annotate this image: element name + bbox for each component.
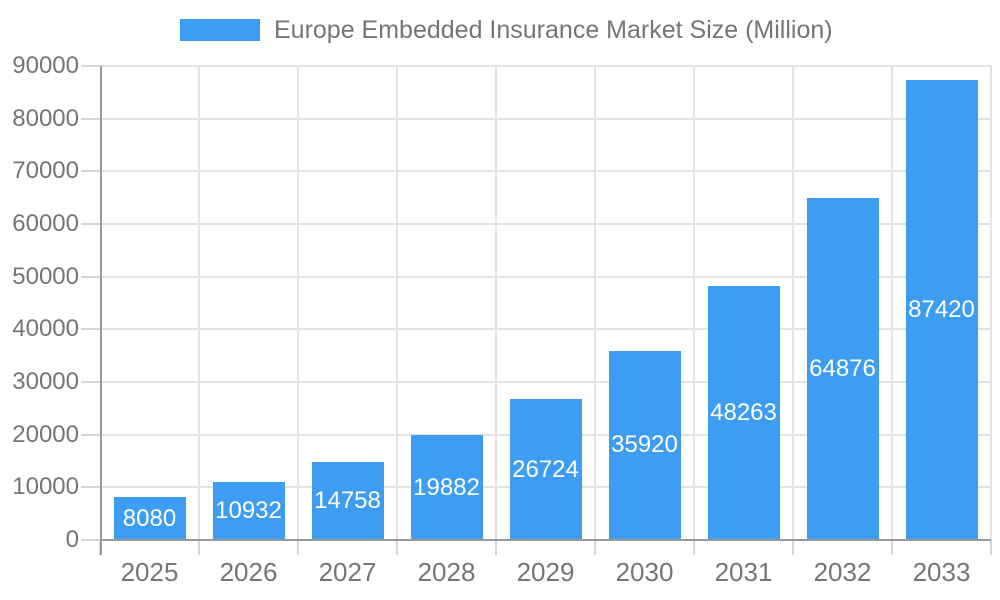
bar-value-label: 8080 <box>122 504 177 532</box>
y-tick <box>81 381 100 383</box>
x-tick <box>297 540 299 555</box>
gridline-v <box>297 66 299 540</box>
y-axis-tick-label: 30000 <box>12 368 79 395</box>
x-tick <box>990 540 992 555</box>
y-axis-tick-label: 0 <box>65 526 79 553</box>
y-tick <box>81 223 100 225</box>
gridline-h <box>100 170 991 173</box>
y-axis-tick-label: 60000 <box>12 210 79 237</box>
y-axis-tick-label: 90000 <box>12 52 79 79</box>
y-axis-tick-label: 80000 <box>12 104 79 132</box>
bar[interactable]: 87420 <box>905 79 978 540</box>
x-tick <box>594 540 596 555</box>
bar-value-label: 19882 <box>413 473 480 501</box>
y-tick <box>81 170 100 173</box>
bar[interactable]: 35920 <box>608 350 681 540</box>
gridline-h <box>100 223 991 225</box>
bar-value-label: 64876 <box>809 355 876 383</box>
y-tick <box>81 539 100 541</box>
x-tick <box>396 540 398 555</box>
y-axis-tick-label: 50000 <box>12 262 79 290</box>
y-tick <box>81 117 100 120</box>
bar[interactable]: 8080 <box>113 497 186 540</box>
bar[interactable]: 64876 <box>806 198 879 540</box>
x-axis-tick-label: 2026 <box>219 557 278 587</box>
y-tick <box>81 65 100 67</box>
bar-value-label: 48263 <box>710 398 777 426</box>
bar[interactable]: 14758 <box>311 462 384 540</box>
y-tick <box>81 486 100 489</box>
x-tick <box>495 540 497 555</box>
x-tick <box>891 540 893 555</box>
gridline-h <box>100 117 991 120</box>
gridline-v <box>990 66 992 540</box>
gridline-v <box>792 66 794 540</box>
gridline-v <box>891 66 893 540</box>
x-axis-line <box>100 539 991 541</box>
x-tick <box>198 540 200 555</box>
y-tick <box>81 433 100 436</box>
gridline-h <box>100 328 991 331</box>
gridline-h <box>100 65 991 67</box>
x-axis-tick-label: 2030 <box>615 557 674 587</box>
bar[interactable]: 19882 <box>410 435 483 540</box>
y-axis-tick-label: 70000 <box>12 157 79 185</box>
bar-value-label: 35920 <box>611 431 678 459</box>
x-axis-tick-label: 2033 <box>912 557 971 587</box>
x-axis-tick-label: 2027 <box>318 557 377 587</box>
gridline-h <box>100 275 991 278</box>
y-axis-tick-label: 40000 <box>12 315 79 343</box>
gridline-v <box>396 66 398 540</box>
y-axis-tick-label: 10000 <box>12 473 79 501</box>
bar[interactable]: 26724 <box>509 399 582 540</box>
bar-value-label: 10932 <box>215 497 282 525</box>
legend-swatch <box>180 19 260 41</box>
bar-value-label: 26724 <box>512 455 579 483</box>
bar-value-label: 87420 <box>908 295 975 323</box>
x-axis-tick-label: 2029 <box>516 557 575 587</box>
legend-label: Europe Embedded Insurance Market Size (M… <box>274 16 833 44</box>
y-axis-line <box>100 66 102 555</box>
x-axis-tick-label: 2031 <box>714 557 773 587</box>
gridline-v <box>594 66 596 540</box>
y-tick <box>81 275 100 278</box>
bar[interactable]: 48263 <box>707 285 780 540</box>
x-tick <box>693 540 695 555</box>
x-axis-tick-label: 2025 <box>120 557 179 587</box>
gridline-v <box>198 66 200 540</box>
gridline-h <box>100 381 991 383</box>
gridline-v <box>693 66 695 540</box>
gridline-v <box>495 66 497 540</box>
y-tick <box>81 328 100 331</box>
y-axis-tick-label: 20000 <box>12 420 79 448</box>
bar-value-label: 14758 <box>314 487 381 515</box>
legend-item[interactable]: Europe Embedded Insurance Market Size (M… <box>180 15 833 45</box>
bar[interactable]: 10932 <box>212 482 285 540</box>
x-tick <box>792 540 794 555</box>
x-axis-tick-label: 2028 <box>417 557 476 587</box>
x-axis-tick-label: 2032 <box>813 557 872 587</box>
